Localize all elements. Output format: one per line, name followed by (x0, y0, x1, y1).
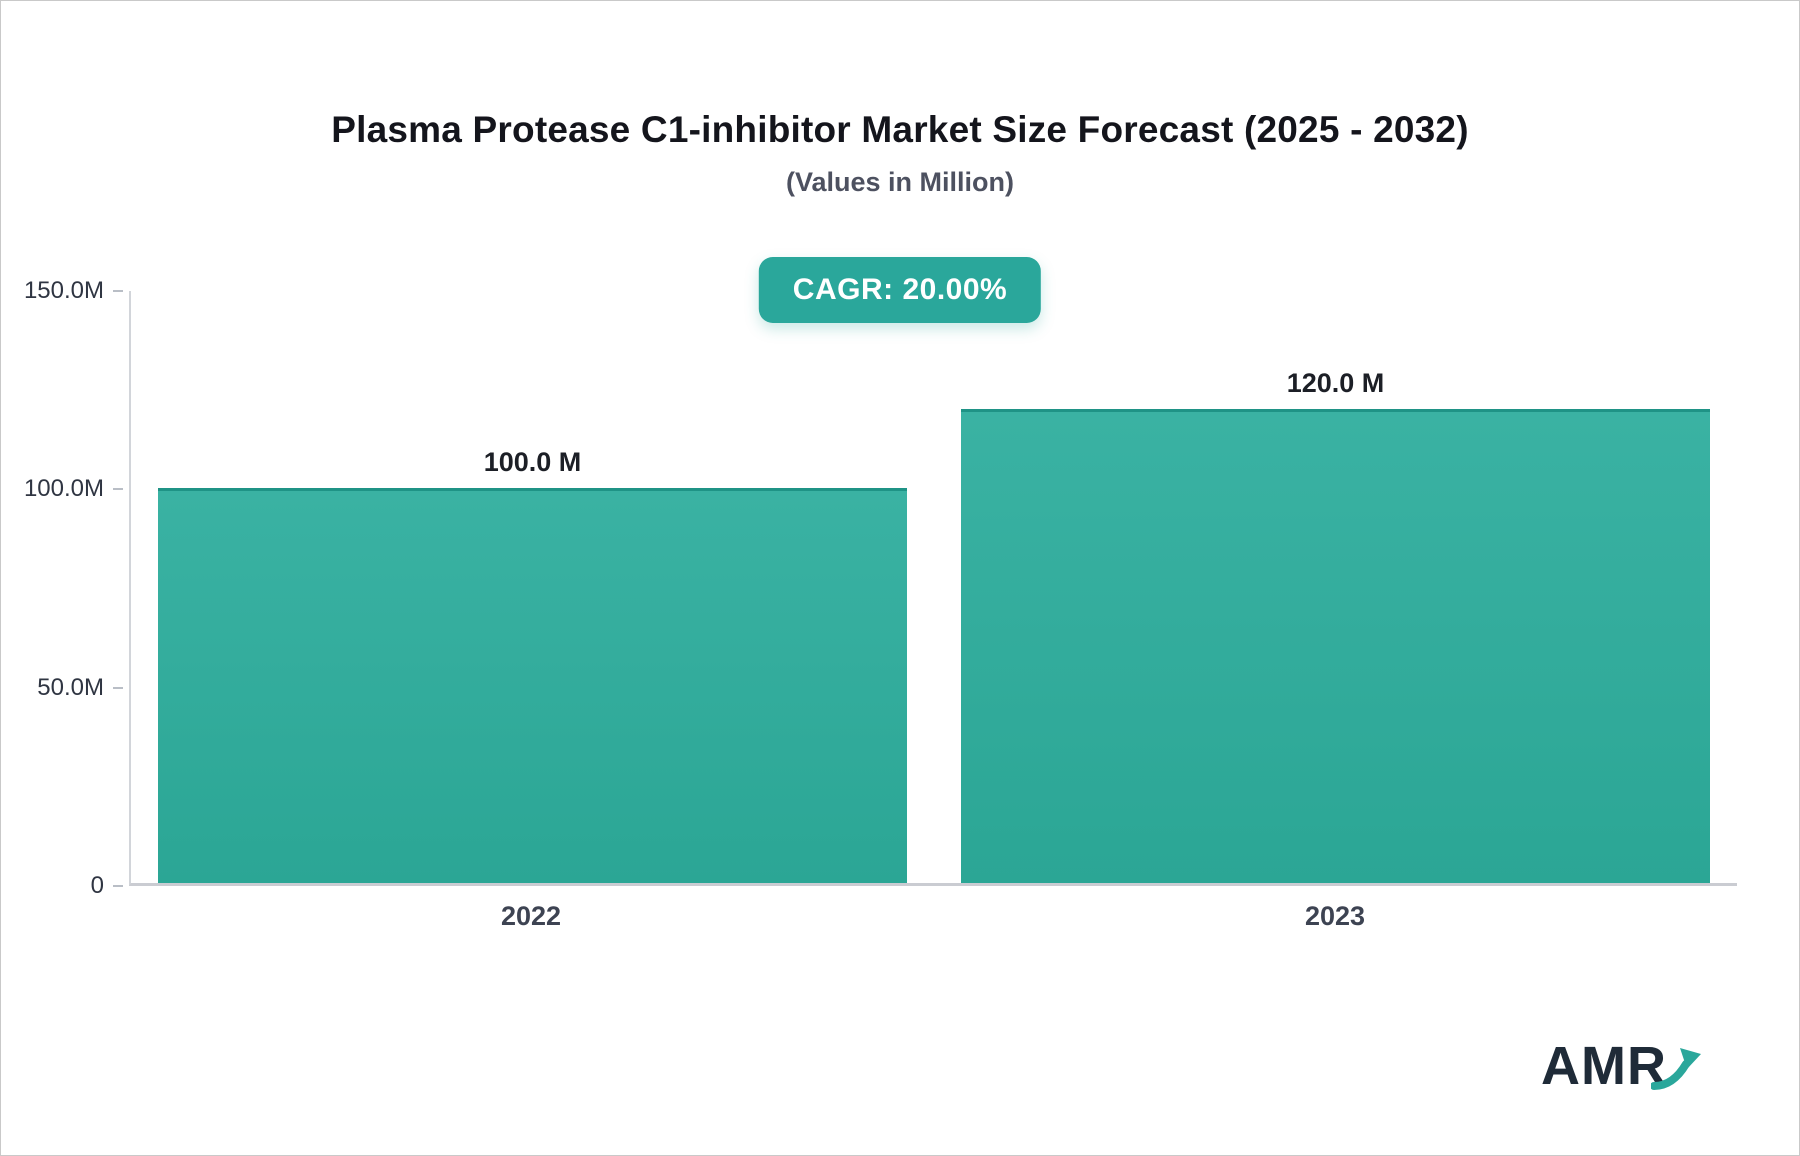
y-tick-label: 150.0M (23, 277, 104, 304)
y-tick-0: 0 (1, 872, 129, 900)
y-tick-label: 0 (90, 872, 104, 899)
bar-value-label-2023: 120.0 M (1286, 368, 1385, 399)
cagr-badge: CAGR: 20.00% (758, 257, 1042, 323)
y-tick-label: 50.0M (37, 673, 104, 701)
x-label-2023: 2023 (1304, 901, 1366, 931)
bar-value-label-2022: 100.0 M (483, 447, 582, 478)
chart-title: Plasma Protease C1-inhibitor Market Size… (331, 109, 1469, 150)
tick-mark (113, 885, 123, 887)
x-label-2022: 2022 (500, 901, 562, 931)
y-tick-50: 50.0M (1, 674, 129, 702)
plot-area: 100.0 M 120.0 M (129, 291, 1737, 886)
tick-mark (113, 686, 123, 689)
bar-2022 (157, 488, 908, 883)
amr-logo-text: AMR (1541, 1036, 1667, 1096)
y-tick-100: 100.0M (1, 475, 129, 503)
y-axis: 150.0M 100.0M 50.0M 0 (1, 277, 129, 899)
chart-subtitle: (Values in Million) (785, 167, 1015, 197)
y-tick-label: 100.0M (23, 475, 104, 503)
bar-column-2023: 120.0 M (934, 291, 1737, 883)
tick-mark (113, 488, 123, 491)
growth-arrow-icon (1651, 1048, 1701, 1090)
bar-2023 (960, 409, 1711, 883)
tick-mark (113, 290, 123, 292)
y-tick-150: 150.0M (1, 277, 129, 305)
x-axis-labels: 2022 2023 (129, 901, 1737, 932)
bar-column-2022: 100.0 M (131, 291, 934, 883)
amr-logo: AMR (1541, 1035, 1703, 1097)
